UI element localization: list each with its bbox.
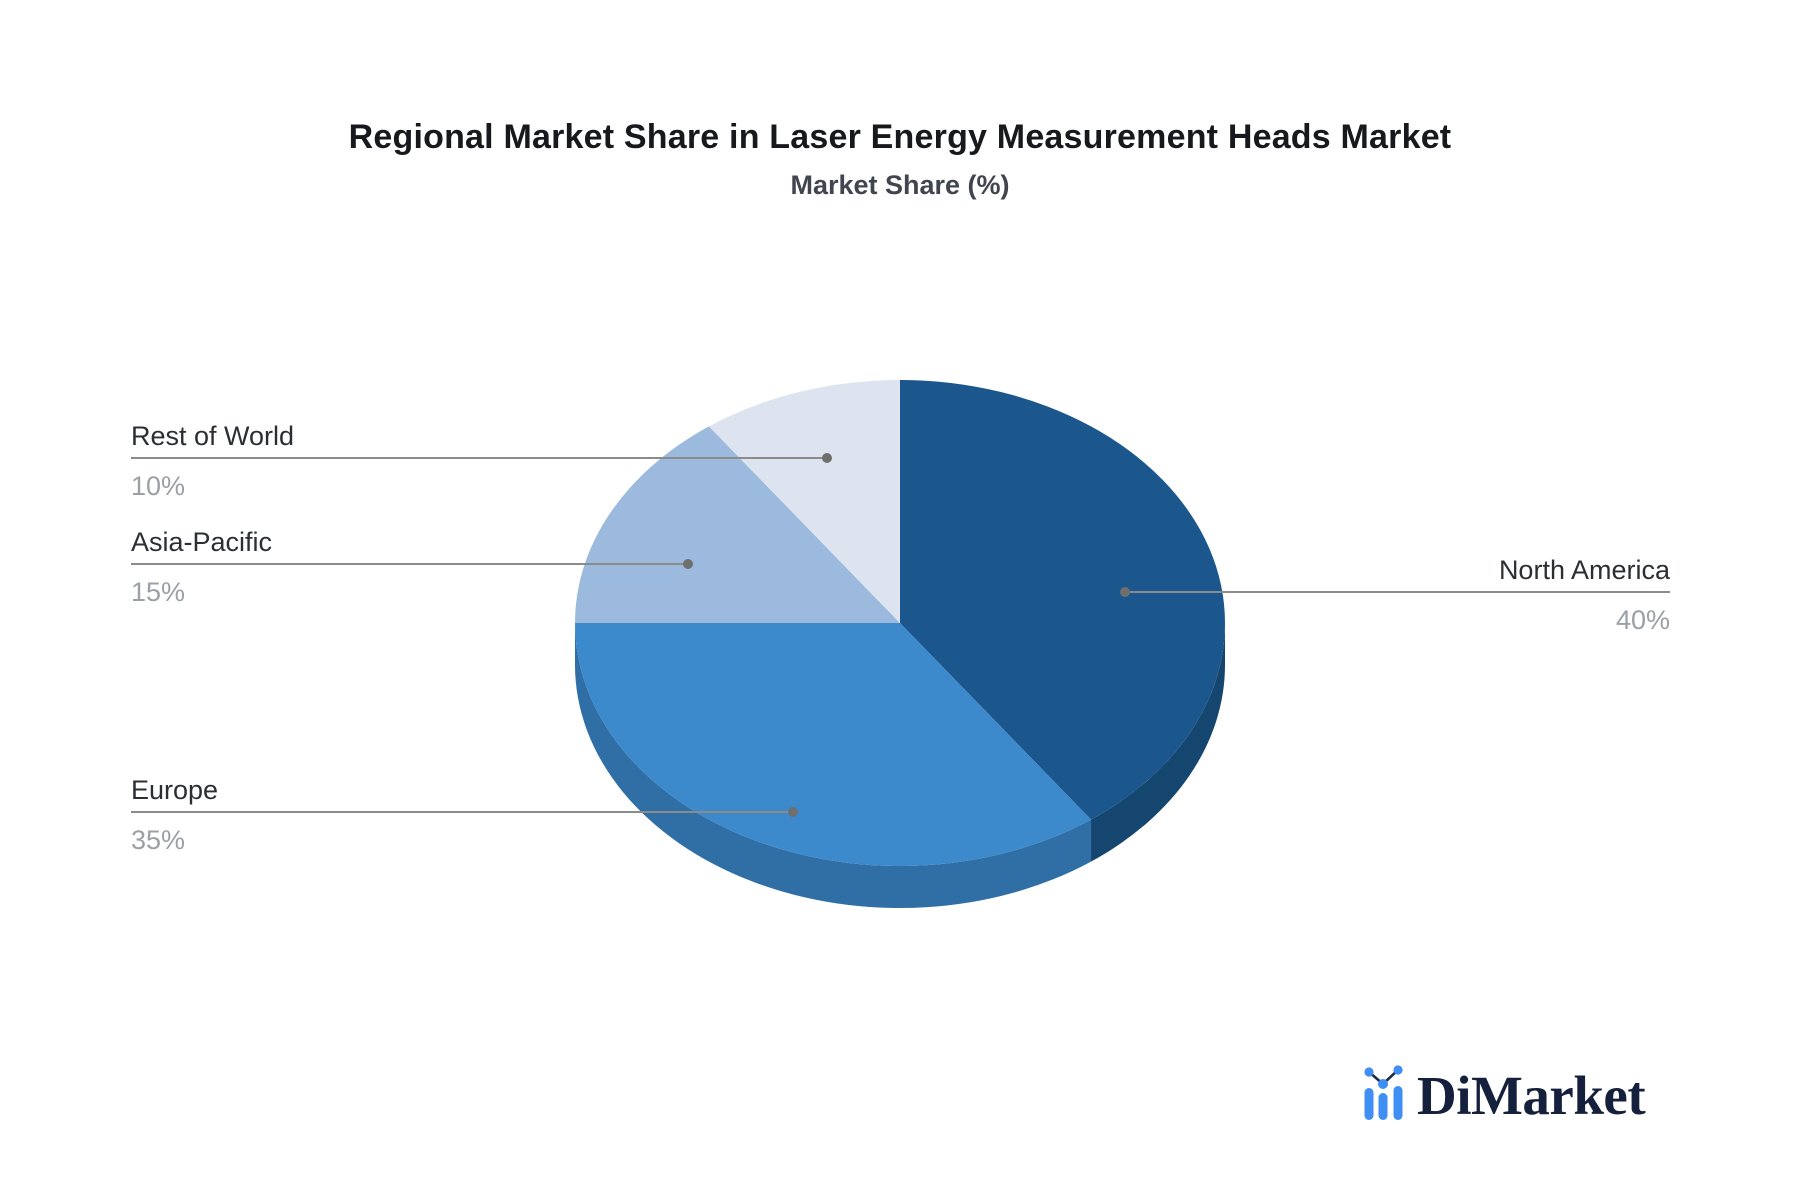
callout-dot-europe — [788, 807, 798, 817]
logo-bar — [1364, 1088, 1374, 1120]
pie-slice-north-america[interactable] — [900, 380, 1225, 820]
pie-slice-asia-pacific[interactable] — [575, 426, 900, 623]
bar-chart-logo-icon — [1364, 1065, 1403, 1120]
dimarket-logo: DiMarket — [1362, 1062, 1646, 1126]
callout-dot-rest-of-world — [822, 453, 832, 463]
pie-slice-rest-of-world[interactable] — [708, 380, 900, 623]
callout-dot-north-america — [1120, 587, 1130, 597]
pie-slice-europe[interactable] — [575, 623, 1092, 866]
logo-dot — [1393, 1065, 1403, 1075]
callout-value-north-america: 40% — [1616, 605, 1670, 635]
logo-dot — [1364, 1067, 1374, 1077]
logo-text: DiMarket — [1417, 1064, 1646, 1126]
pie-slice-depth-europe — [575, 623, 1092, 908]
logo-dot — [1378, 1079, 1388, 1089]
logo-bar — [1393, 1086, 1403, 1120]
chart-subtitle: Market Share (%) — [790, 170, 1010, 200]
callout-label-asia-pacific: Asia-Pacific — [131, 527, 272, 557]
chart-title: Regional Market Share in Laser Energy Me… — [348, 118, 1452, 156]
callout-value-europe: 35% — [131, 825, 185, 855]
pie-slice-depth-north-america — [1091, 623, 1225, 862]
callout-label-europe: Europe — [131, 775, 218, 805]
callout-label-north-america: North America — [1499, 555, 1671, 585]
callout-dot-asia-pacific — [683, 559, 693, 569]
logo-bar — [1378, 1093, 1388, 1120]
callout-label-rest-of-world: Rest of World — [131, 421, 294, 451]
callout-value-asia-pacific: 15% — [131, 577, 185, 607]
callout-value-rest-of-world: 10% — [131, 471, 185, 501]
